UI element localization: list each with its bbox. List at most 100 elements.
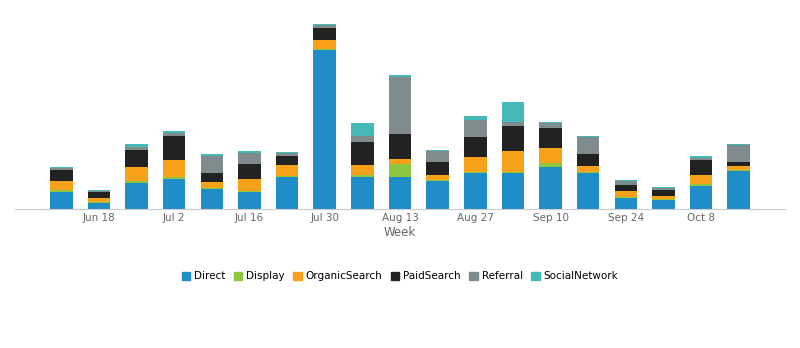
Bar <box>50 181 73 190</box>
Bar <box>577 137 599 154</box>
Bar <box>314 28 336 40</box>
Bar <box>577 166 599 172</box>
Bar <box>464 120 486 137</box>
Bar <box>238 153 261 164</box>
Bar <box>389 134 411 159</box>
X-axis label: Week: Week <box>384 226 416 239</box>
Bar <box>238 164 261 179</box>
Bar <box>652 187 674 188</box>
Bar <box>389 76 411 77</box>
Bar <box>201 189 223 209</box>
Bar <box>539 124 562 128</box>
Bar <box>614 180 637 181</box>
Bar <box>426 180 449 181</box>
Bar <box>577 173 599 209</box>
Bar <box>163 160 186 177</box>
Bar <box>163 131 186 133</box>
Bar <box>314 50 336 209</box>
Bar <box>276 176 298 177</box>
Bar <box>577 154 599 166</box>
Bar <box>88 192 110 198</box>
Bar <box>163 177 186 180</box>
Bar <box>201 188 223 189</box>
Bar <box>464 137 486 157</box>
Bar <box>238 151 261 153</box>
Bar <box>690 175 712 184</box>
Bar <box>50 192 73 209</box>
Legend: Direct, Display, OrganicSearch, PaidSearch, Referral, SocialNetwork: Direct, Display, OrganicSearch, PaidSear… <box>178 268 622 284</box>
Bar <box>276 153 298 156</box>
Bar <box>502 121 524 126</box>
Bar <box>614 185 637 191</box>
Bar <box>577 172 599 173</box>
Bar <box>389 177 411 209</box>
Bar <box>614 197 637 198</box>
Bar <box>502 151 524 172</box>
Bar <box>351 165 374 175</box>
Bar <box>464 173 486 209</box>
Bar <box>351 175 374 177</box>
Bar <box>314 25 336 28</box>
Bar <box>426 162 449 175</box>
Bar <box>652 197 674 199</box>
Bar <box>539 163 562 167</box>
Bar <box>50 170 73 181</box>
Bar <box>351 177 374 209</box>
Bar <box>126 183 148 209</box>
Bar <box>464 116 486 120</box>
Bar <box>652 188 674 190</box>
Bar <box>389 164 411 177</box>
Bar <box>276 177 298 209</box>
Bar <box>539 148 562 163</box>
Bar <box>727 163 750 166</box>
Bar <box>727 166 750 170</box>
Bar <box>539 167 562 209</box>
Bar <box>426 175 449 180</box>
Bar <box>389 77 411 134</box>
Bar <box>727 145 750 163</box>
Bar <box>426 151 449 162</box>
Bar <box>201 182 223 188</box>
Bar <box>163 136 186 160</box>
Bar <box>727 144 750 145</box>
Bar <box>163 133 186 136</box>
Bar <box>314 24 336 25</box>
Bar <box>238 192 261 209</box>
Bar <box>126 181 148 183</box>
Bar <box>50 190 73 192</box>
Bar <box>201 155 223 156</box>
Bar <box>426 181 449 209</box>
Bar <box>88 202 110 203</box>
Bar <box>464 157 486 172</box>
Bar <box>614 198 637 209</box>
Bar <box>50 167 73 168</box>
Bar <box>614 191 637 197</box>
Bar <box>389 159 411 164</box>
Bar <box>652 199 674 209</box>
Bar <box>238 191 261 192</box>
Bar <box>88 203 110 209</box>
Bar <box>126 147 148 150</box>
Bar <box>201 156 223 173</box>
Bar <box>50 168 73 170</box>
Bar <box>126 144 148 147</box>
Bar <box>351 142 374 165</box>
Bar <box>314 40 336 49</box>
Bar <box>88 191 110 192</box>
Bar <box>426 150 449 151</box>
Bar <box>614 181 637 185</box>
Bar <box>351 123 374 136</box>
Bar <box>539 128 562 148</box>
Bar <box>276 156 298 165</box>
Bar <box>690 185 712 209</box>
Bar <box>502 172 524 173</box>
Bar <box>690 156 712 158</box>
Bar <box>163 180 186 209</box>
Bar <box>502 102 524 121</box>
Bar <box>238 179 261 191</box>
Bar <box>276 152 298 153</box>
Bar <box>727 171 750 209</box>
Bar <box>690 184 712 185</box>
Bar <box>88 198 110 202</box>
Bar <box>539 122 562 124</box>
